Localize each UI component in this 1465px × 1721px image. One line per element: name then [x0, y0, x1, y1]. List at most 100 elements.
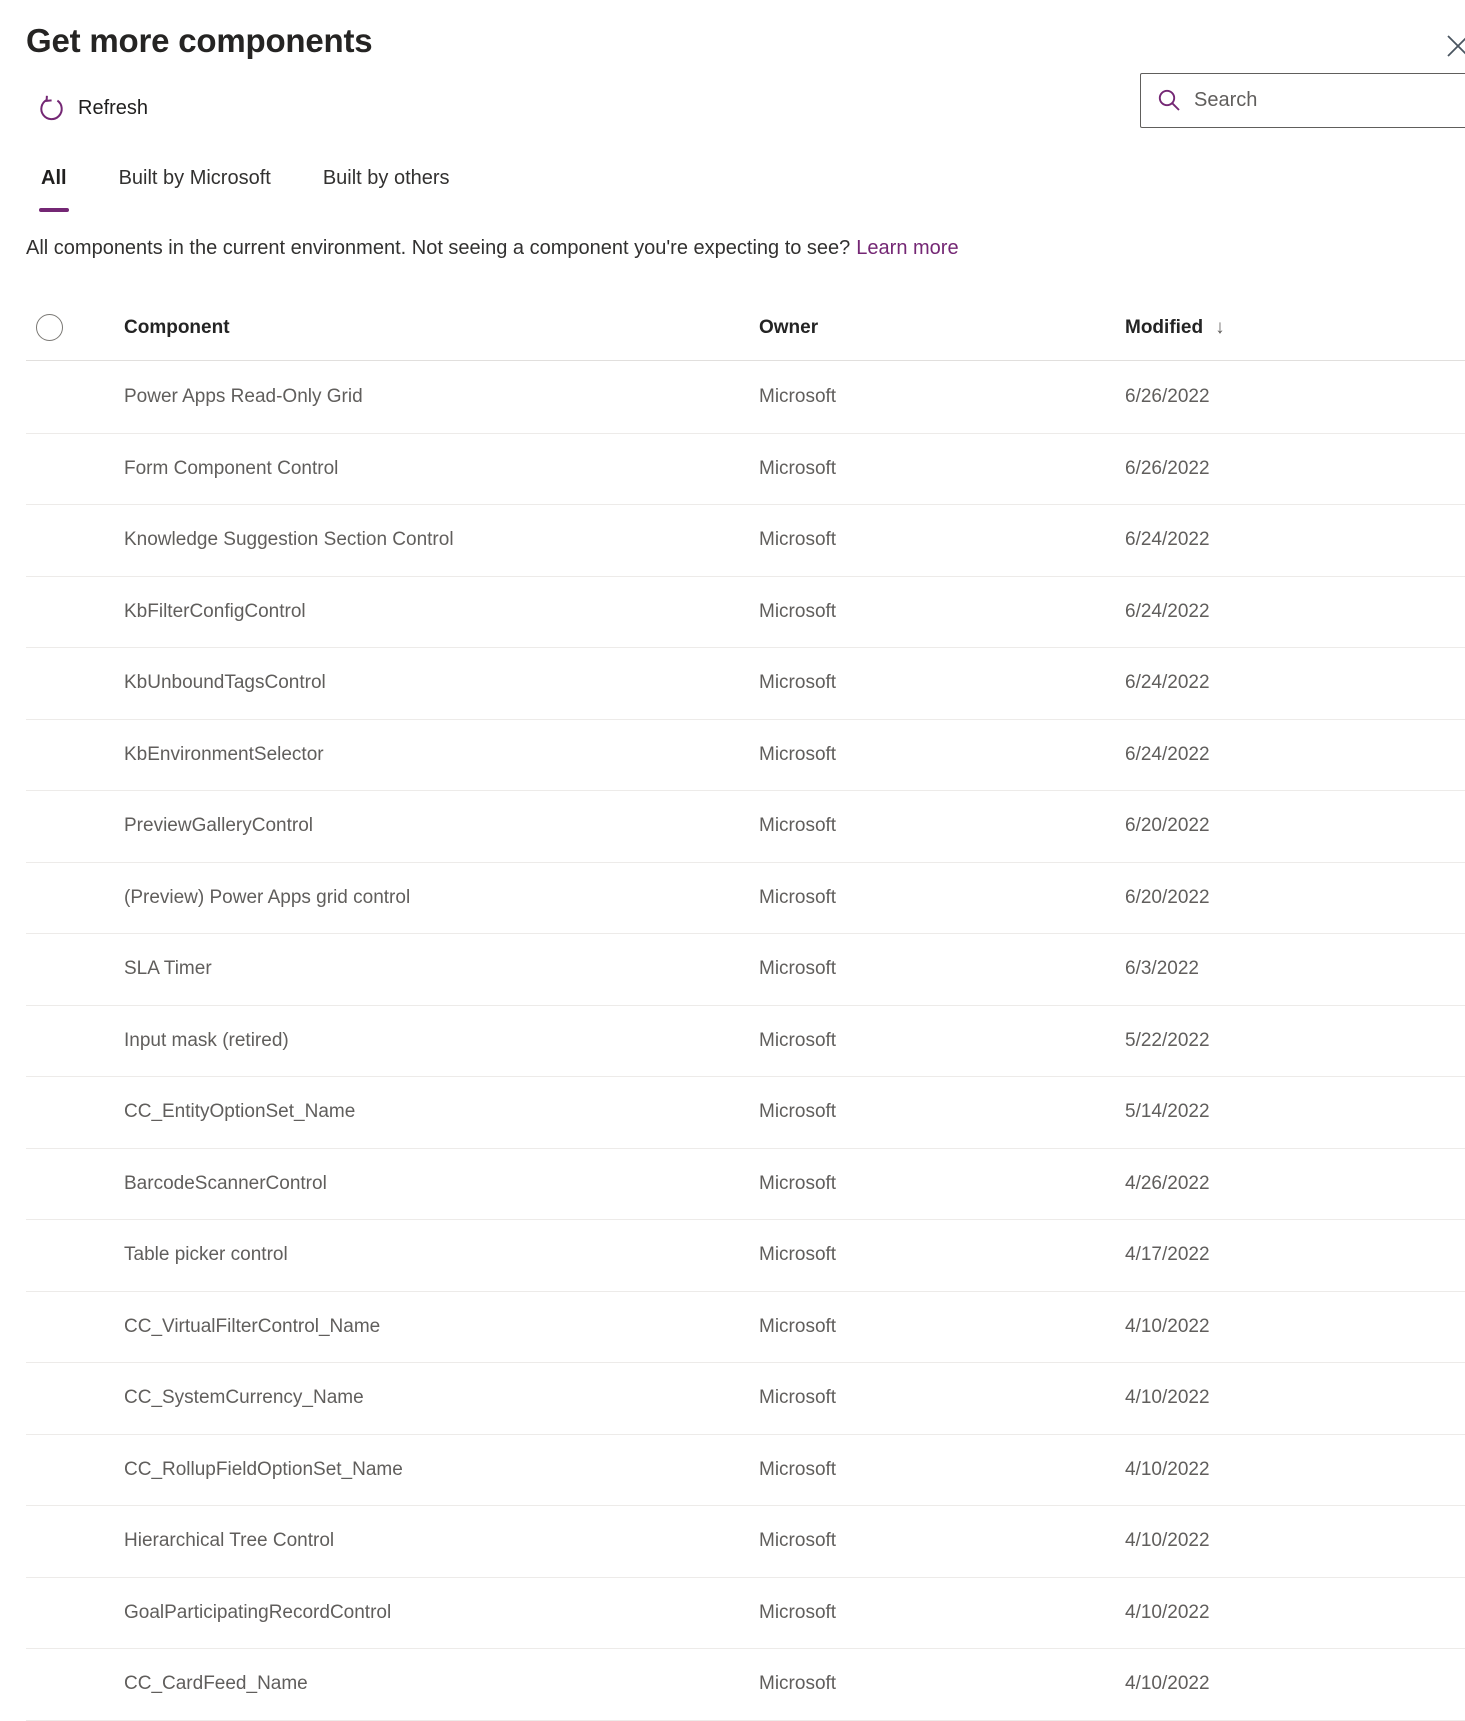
cell-component: CC_VirtualFilterControl_Name: [124, 1315, 381, 1337]
cell-component: Knowledge Suggestion Section Control: [124, 529, 454, 551]
table-row[interactable]: BarcodeScannerControl Microsoft 4/26/2022: [26, 1149, 1465, 1220]
cell-owner: Microsoft: [759, 1387, 837, 1409]
learn-more-link[interactable]: Learn more: [856, 237, 959, 259]
tab-all[interactable]: All: [41, 167, 67, 189]
column-header-modified[interactable]: Modified ↓: [1125, 316, 1225, 338]
description-text: All components in the current environmen…: [26, 237, 851, 259]
cell-component: KbUnboundTagsControl: [124, 672, 326, 694]
close-button[interactable]: [1443, 31, 1465, 61]
column-header-owner[interactable]: Owner: [759, 316, 819, 338]
cell-modified: 4/26/2022: [1125, 1172, 1210, 1194]
table-row[interactable]: Power Apps Read-Only Grid Microsoft 6/26/2…: [26, 362, 1465, 434]
sort-descending-icon: ↓: [1215, 316, 1225, 338]
table-row[interactable]: CC_EntityOptionSet_Name Microsoft 5/14/202…: [26, 1077, 1465, 1149]
cell-component: Form Component Control: [124, 457, 339, 479]
cell-owner: Microsoft: [759, 1101, 837, 1123]
cell-modified: 6/3/2022: [1125, 958, 1199, 980]
cell-component: SLA Timer: [124, 958, 212, 980]
cell-modified: 4/10/2022: [1125, 1458, 1210, 1480]
cell-modified: 6/20/2022: [1125, 815, 1210, 837]
table-row[interactable]: SLA Timer Microsoft 6/3/2022: [26, 934, 1465, 1006]
cell-component: Input mask (retired): [124, 1029, 289, 1051]
cell-component: CC_SystemCurrency_Name: [124, 1387, 364, 1409]
cell-modified: 5/14/2022: [1125, 1101, 1210, 1123]
cell-component: CC_RollupFieldOptionSet_Name: [124, 1458, 403, 1480]
tab-built-by-others[interactable]: Built by others: [322, 167, 450, 189]
table-row[interactable]: (Preview) Power Apps grid control Microso…: [26, 863, 1465, 934]
cell-owner: Microsoft: [759, 386, 837, 408]
table-row[interactable]: CC_CardFeed_Name Microsoft 4/10/2022: [26, 1649, 1465, 1721]
cell-owner: Microsoft: [759, 457, 837, 479]
cell-owner: Microsoft: [759, 1315, 837, 1337]
cell-modified: 4/10/2022: [1125, 1673, 1210, 1695]
select-all-radio[interactable]: [36, 314, 63, 341]
cell-modified: 5/22/2022: [1125, 1029, 1210, 1051]
cell-owner: Microsoft: [759, 600, 837, 622]
table-row[interactable]: KbEnvironmentSelector Microsoft 6/24/2022: [26, 720, 1465, 791]
cell-owner: Microsoft: [759, 672, 837, 694]
cell-component: (Preview) Power Apps grid control: [124, 886, 411, 908]
cell-component: BarcodeScannerControl: [124, 1172, 327, 1194]
cell-owner: Microsoft: [759, 743, 837, 765]
cell-owner: Microsoft: [759, 529, 837, 551]
table-header: Component Owner Modified ↓: [26, 295, 1465, 361]
search-box[interactable]: [1140, 73, 1465, 128]
cell-modified: 4/10/2022: [1125, 1601, 1210, 1623]
cell-owner: Microsoft: [759, 1029, 837, 1051]
cell-component: KbFilterConfigControl: [124, 600, 306, 622]
table-row[interactable]: KbFilterConfigControl Microsoft 6/24/2022: [26, 577, 1465, 648]
refresh-label: Refresh: [78, 96, 149, 119]
cell-modified: 6/24/2022: [1125, 672, 1210, 694]
cell-owner: Microsoft: [759, 1673, 837, 1695]
table-row[interactable]: KbUnboundTagsControl Microsoft 6/24/2022: [26, 648, 1465, 720]
cell-component: Table picker control: [124, 1244, 288, 1266]
cell-owner: Microsoft: [759, 815, 837, 837]
cell-modified: 4/10/2022: [1125, 1530, 1210, 1552]
cell-component: GoalParticipatingRecordControl: [124, 1601, 392, 1623]
cell-component: PreviewGalleryControl: [124, 815, 314, 837]
cell-modified: 6/20/2022: [1125, 886, 1210, 908]
cell-component: Hierarchical Tree Control: [124, 1530, 335, 1552]
table-row[interactable]: Input mask (retired) Microsoft 5/22/2022: [26, 1006, 1465, 1077]
cell-modified: 4/17/2022: [1125, 1244, 1210, 1266]
cell-modified: 6/24/2022: [1125, 529, 1210, 551]
table-body: Power Apps Read-Only Grid Microsoft 6/26/2…: [26, 362, 1465, 1721]
cell-modified: 4/10/2022: [1125, 1315, 1210, 1337]
cell-modified: 6/24/2022: [1125, 600, 1210, 622]
tab-built-by-microsoft[interactable]: Built by Microsoft: [118, 167, 271, 189]
page-title: Get more components: [26, 22, 373, 59]
cell-modified: 6/26/2022: [1125, 457, 1210, 479]
cell-component: CC_EntityOptionSet_Name: [124, 1101, 356, 1123]
active-tab-underline: [39, 208, 69, 212]
cell-component: KbEnvironmentSelector: [124, 743, 324, 765]
table-row[interactable]: Table picker control Microsoft 4/17/2022: [26, 1220, 1465, 1292]
tabs: All Built by Microsoft Built by others: [41, 167, 450, 190]
cell-owner: Microsoft: [759, 1244, 837, 1266]
close-icon: [1444, 32, 1465, 60]
cell-modified: 4/10/2022: [1125, 1387, 1210, 1409]
table-row[interactable]: Knowledge Suggestion Section Control Micr…: [26, 505, 1465, 577]
cell-component: CC_CardFeed_Name: [124, 1673, 308, 1695]
table-row[interactable]: GoalParticipatingRecordControl Microsoft 4…: [26, 1578, 1465, 1649]
cell-owner: Microsoft: [759, 1458, 837, 1480]
cell-owner: Microsoft: [759, 1172, 837, 1194]
cell-component: Power Apps Read-Only Grid: [124, 386, 363, 408]
search-icon: [1157, 88, 1182, 113]
cell-modified: 6/26/2022: [1125, 386, 1210, 408]
table-row[interactable]: CC_VirtualFilterControl_Name Microsoft 4/1…: [26, 1292, 1465, 1363]
refresh-icon: [38, 95, 65, 122]
cell-owner: Microsoft: [759, 1530, 837, 1552]
table-row[interactable]: Hierarchical Tree Control Microsoft 4/10/2…: [26, 1506, 1465, 1578]
column-header-component[interactable]: Component: [124, 316, 230, 338]
cell-owner: Microsoft: [759, 886, 837, 908]
table-row[interactable]: PreviewGalleryControl Microsoft 6/20/2022: [26, 791, 1465, 863]
refresh-button[interactable]: Refresh: [38, 90, 148, 126]
cell-owner: Microsoft: [759, 958, 837, 980]
table-row[interactable]: CC_SystemCurrency_Name Microsoft 4/10/2022: [26, 1363, 1465, 1435]
table-row[interactable]: Form Component Control Microsoft 6/26/2022: [26, 434, 1465, 505]
table-row[interactable]: CC_RollupFieldOptionSet_Name Microsoft 4/1…: [26, 1435, 1465, 1506]
cell-owner: Microsoft: [759, 1601, 837, 1623]
search-input[interactable]: [1194, 89, 1465, 112]
cell-modified: 6/24/2022: [1125, 743, 1210, 765]
description: All components in the current environmen…: [26, 237, 959, 260]
